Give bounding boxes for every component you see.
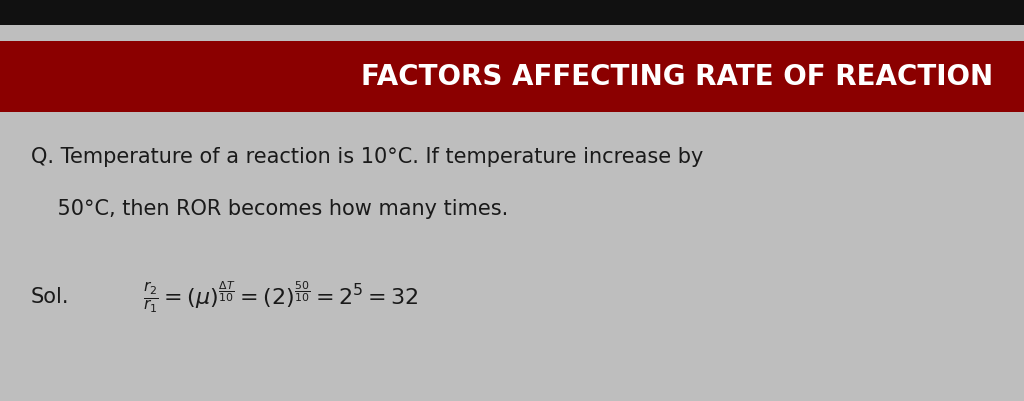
Text: Sol.: Sol. <box>31 287 70 307</box>
Text: Q. Temperature of a reaction is 10°C. If temperature increase by: Q. Temperature of a reaction is 10°C. If… <box>31 146 703 166</box>
Text: FACTORS AFFECTING RATE OF REACTION: FACTORS AFFECTING RATE OF REACTION <box>361 63 993 91</box>
Text: 50°C, then ROR becomes how many times.: 50°C, then ROR becomes how many times. <box>31 198 508 219</box>
Bar <box>0 0 1024 26</box>
Bar <box>0 42 1024 112</box>
Text: $\frac{r_2}{r_1} = (\mu)^{\frac{\Delta T}{10}} = (2)^{\frac{50}{10}} = 2^5 = 32$: $\frac{r_2}{r_1} = (\mu)^{\frac{\Delta T… <box>143 279 419 314</box>
